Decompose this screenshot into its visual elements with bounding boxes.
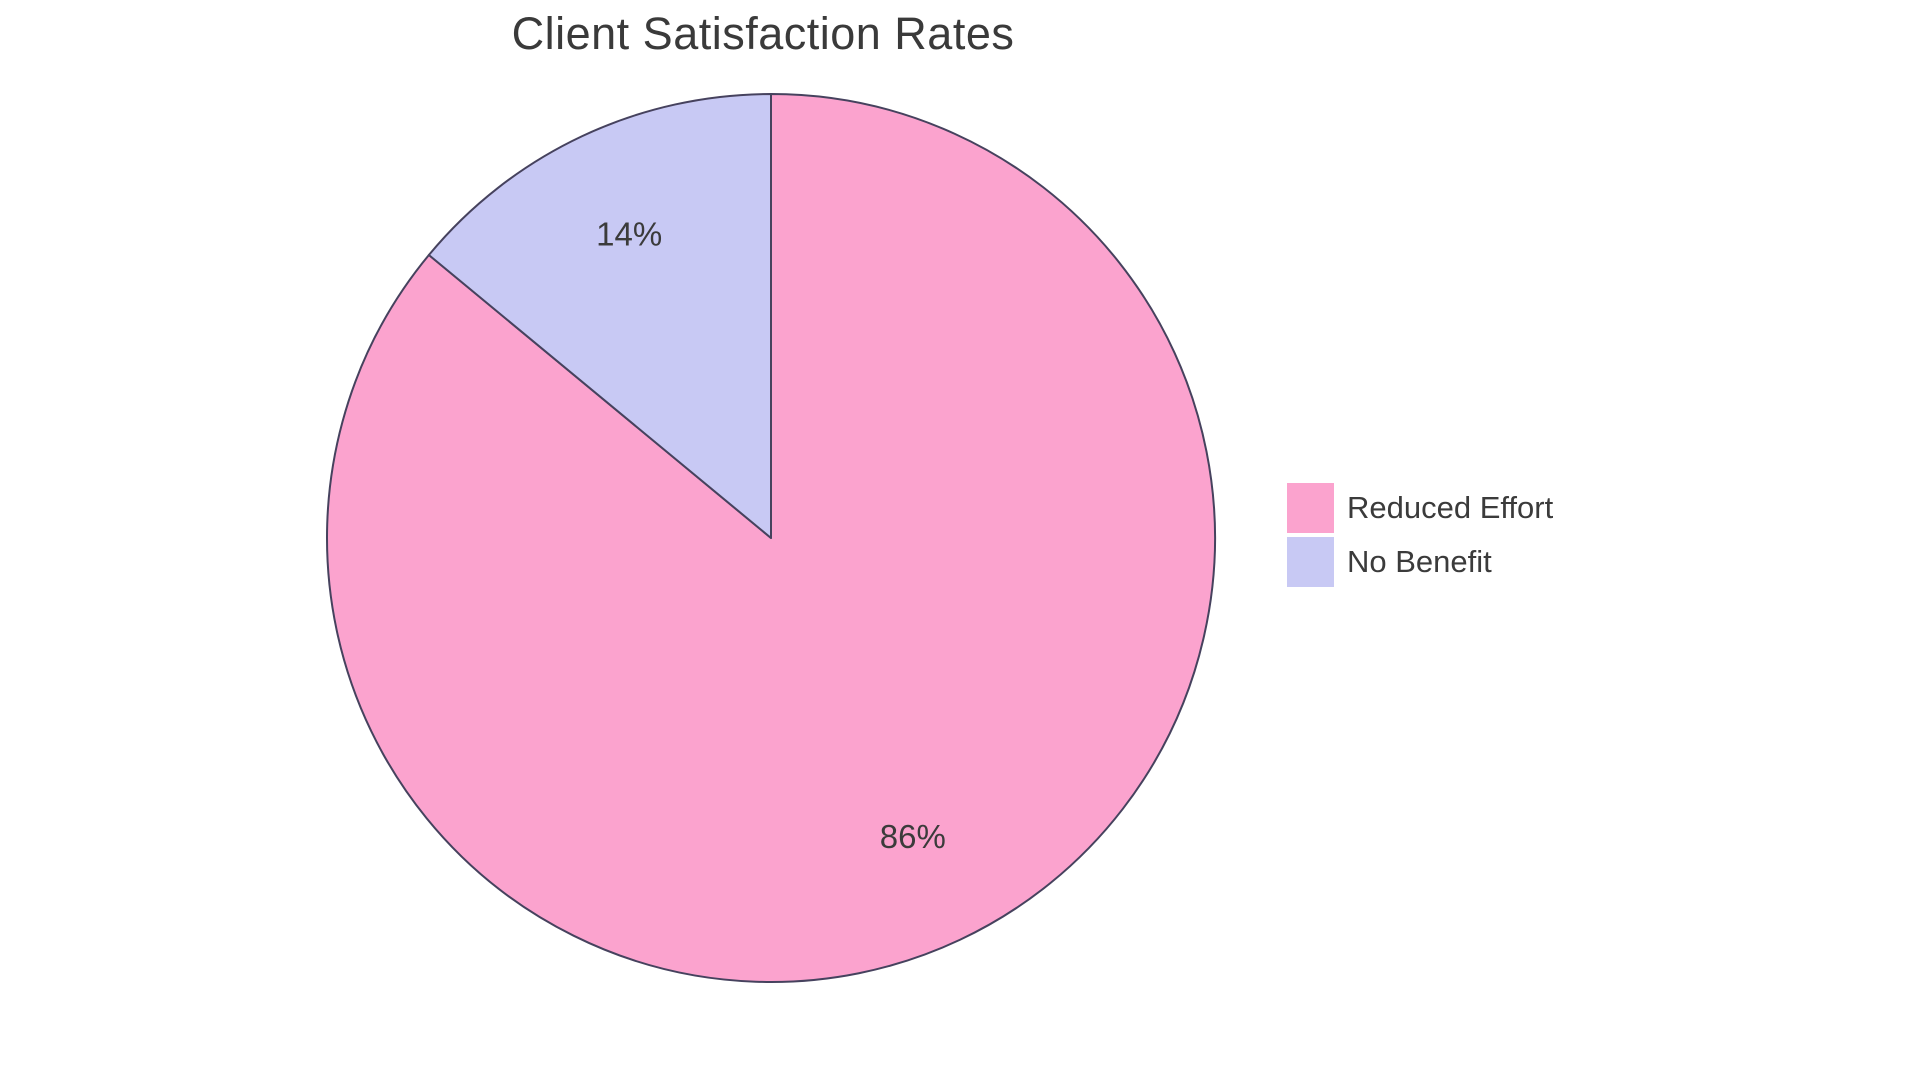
pct-label-reduced-effort: 86% — [880, 818, 946, 855]
legend: Reduced Effort No Benefit — [1287, 483, 1553, 591]
legend-label-reduced-effort: Reduced Effort — [1347, 490, 1554, 525]
legend-label-no-benefit: No Benefit — [1347, 544, 1492, 579]
legend-item-no-benefit: No Benefit — [1287, 537, 1553, 587]
legend-item-reduced-effort: Reduced Effort — [1287, 483, 1553, 533]
pie-slice-no-benefit — [427, 93, 772, 539]
pct-label-no-benefit: 14% — [596, 215, 662, 252]
legend-swatch-reduced-effort — [1287, 483, 1334, 533]
legend-swatch-no-benefit — [1287, 537, 1334, 587]
chart-title: Client Satisfaction Rates — [511, 8, 1015, 59]
